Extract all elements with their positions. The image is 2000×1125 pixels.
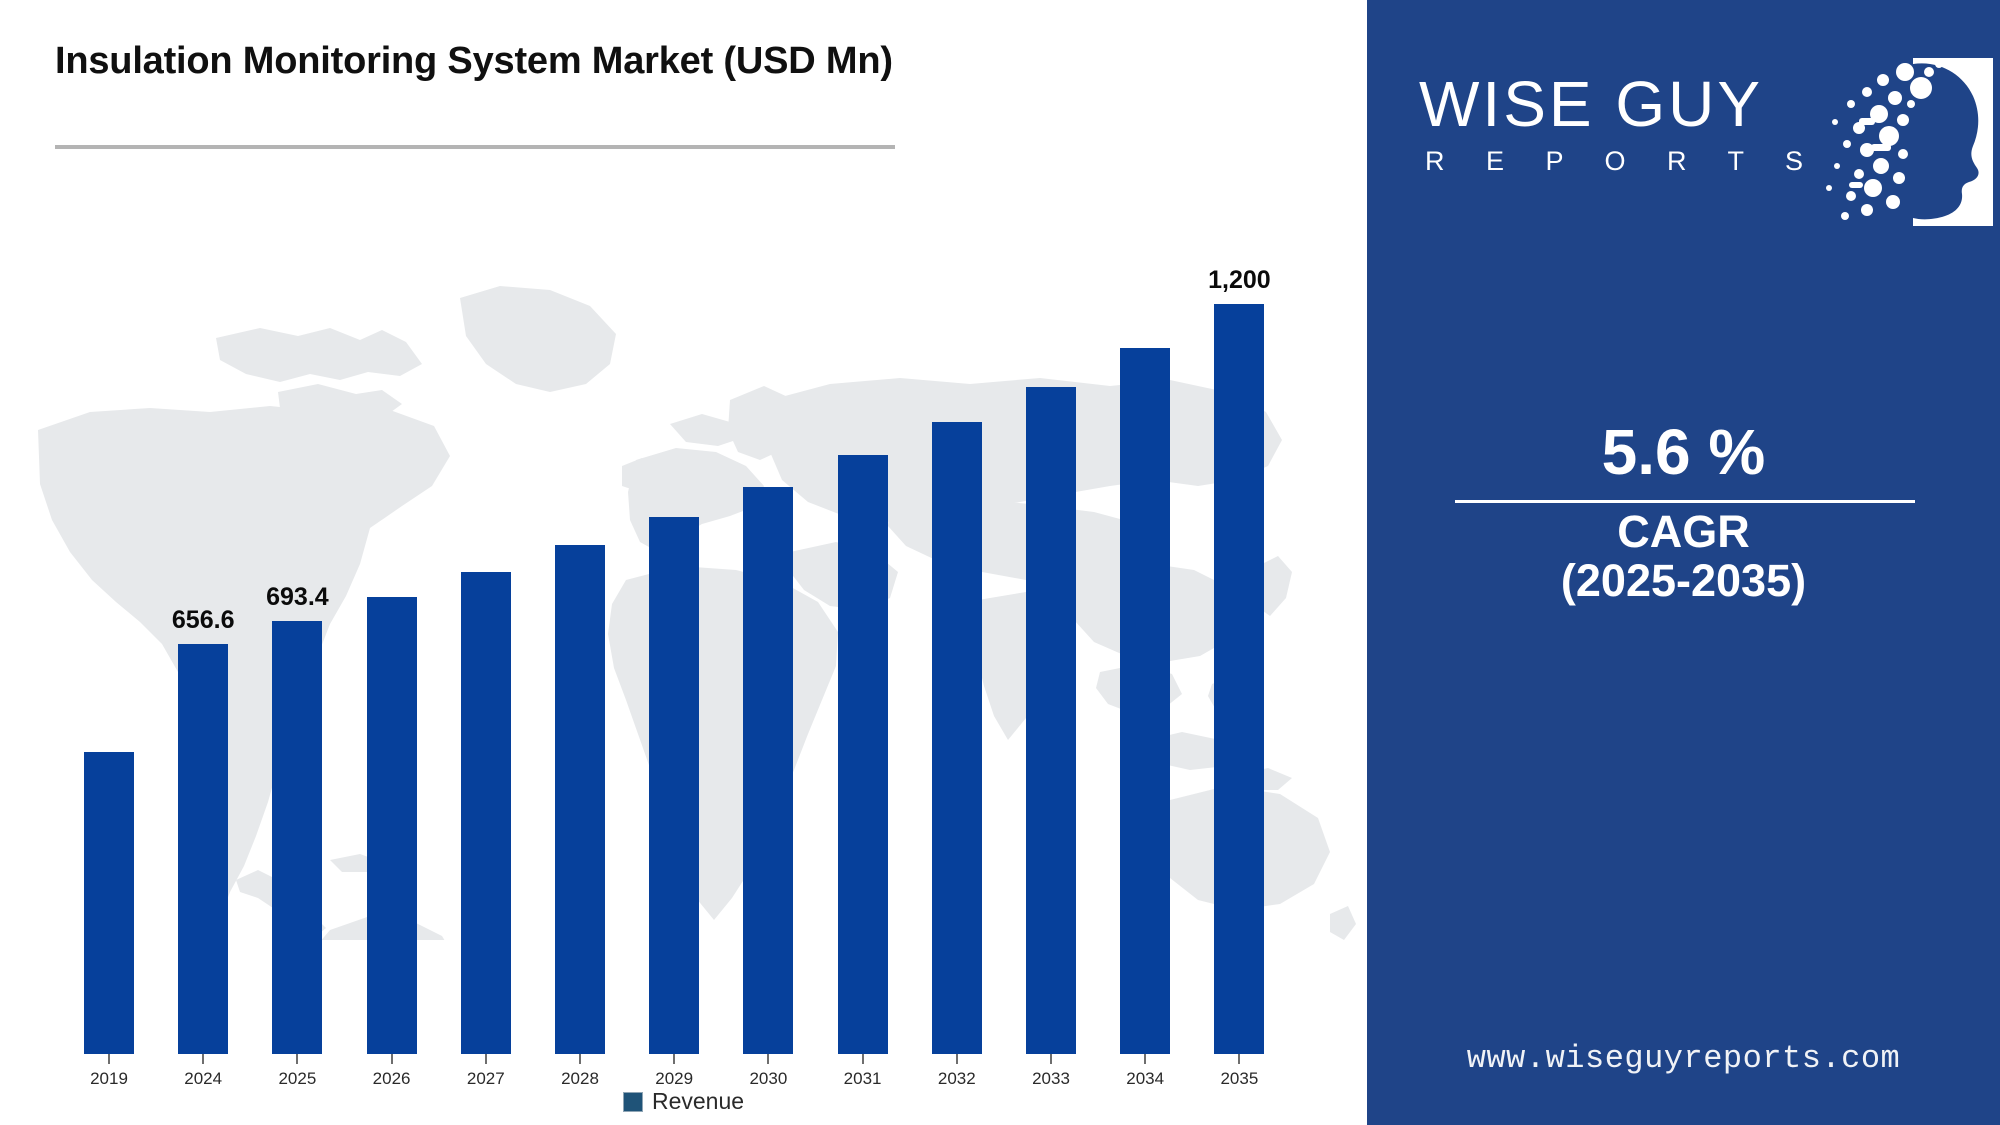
x-axis-label-2024: 2024	[184, 1069, 223, 1088]
cagr-label-line2: (2025-2035)	[1560, 554, 1807, 606]
bar-2025[interactable]	[272, 620, 323, 1054]
bar-2031[interactable]	[837, 455, 888, 1054]
logo-text: WISE GUY R E P O R T S	[1419, 72, 1839, 175]
cagr-label: CAGR (2025-2035)	[1367, 506, 2000, 606]
bar-2033[interactable]	[1026, 386, 1076, 1054]
bar-value-label-2024: 656.6	[171, 605, 235, 634]
axis-tick-2026	[390, 1054, 393, 1064]
x-axis-label-2031: 2031	[843, 1069, 882, 1088]
axis-tick-2035	[1238, 1054, 1241, 1064]
axis-tick-2029	[673, 1054, 676, 1064]
bar-2032[interactable]	[931, 422, 982, 1054]
cagr-label-line1: CAGR	[1617, 506, 1750, 557]
x-axis-label-2030: 2030	[749, 1069, 788, 1088]
cagr-divider	[1455, 500, 1915, 503]
x-axis-label-2034: 2034	[1126, 1069, 1165, 1088]
legend-swatch-revenue	[622, 1091, 643, 1112]
page-title: Insulation Monitoring System Market (USD…	[55, 40, 893, 82]
bar-2030[interactable]	[743, 486, 794, 1054]
chart-legend: Revenue	[0, 1088, 1367, 1115]
axis-tick-2034	[1144, 1054, 1147, 1064]
bar-value-label-2025: 693.4	[266, 582, 329, 611]
axis-tick-2019	[108, 1054, 110, 1064]
brand-panel: WISE GUY R E P O R T S	[1367, 0, 2000, 1125]
bar-2028[interactable]	[555, 544, 605, 1054]
bar-value-label-2035: 1,200	[1208, 266, 1271, 294]
axis-tick-2033	[1050, 1054, 1052, 1064]
x-axis-label-2033: 2033	[1032, 1069, 1070, 1088]
cagr-value: 5.6 %	[1601, 416, 1766, 488]
bar-2026[interactable]	[366, 596, 417, 1054]
axis-tick-2028	[579, 1054, 581, 1064]
logo-tagline: R E P O R T S	[1425, 146, 1821, 176]
bar-2035[interactable]	[1214, 304, 1265, 1054]
chart-panel: Insulation Monitoring System Market (USD…	[0, 40, 1367, 1115]
bar-2029[interactable]	[649, 516, 700, 1054]
title-divider	[55, 145, 895, 149]
dotted-head-profile-icon	[1763, 58, 1993, 226]
axis-tick-2030	[767, 1054, 770, 1064]
axis-tick-2024	[202, 1054, 205, 1064]
x-axis-label-2028: 2028	[561, 1069, 599, 1088]
logo-wordmark: WISE GUY	[1419, 68, 1764, 140]
axis-tick-2031	[861, 1054, 864, 1064]
axis-tick-2027	[484, 1054, 487, 1064]
x-axis-label-2035: 2035	[1220, 1069, 1259, 1088]
wiseguy-logo: WISE GUY R E P O R T S	[1367, 58, 2000, 226]
x-axis-label-2025: 2025	[278, 1069, 317, 1088]
website-url: www.wiseguyreports.com	[1466, 1040, 1901, 1077]
x-axis-label-2029: 2029	[655, 1069, 694, 1088]
x-axis-label-2032: 2032	[937, 1069, 976, 1088]
bar-2019[interactable]	[84, 751, 134, 1054]
x-axis-label-2027: 2027	[466, 1069, 505, 1088]
x-axis-label-2019: 2019	[90, 1069, 128, 1088]
legend-label-revenue: Revenue	[651, 1088, 745, 1114]
axis-tick-2025	[296, 1054, 299, 1064]
bar-2027[interactable]	[460, 571, 511, 1054]
bar-2024[interactable]	[178, 643, 229, 1054]
x-axis-label-2026: 2026	[372, 1069, 411, 1088]
axis-tick-2032	[955, 1054, 958, 1064]
bar-plot-area: 2019 656.6 2024 693.4 2025 2026 2027 2028 2029 20…	[84, 266, 1271, 1088]
bar-2034[interactable]	[1120, 347, 1171, 1054]
